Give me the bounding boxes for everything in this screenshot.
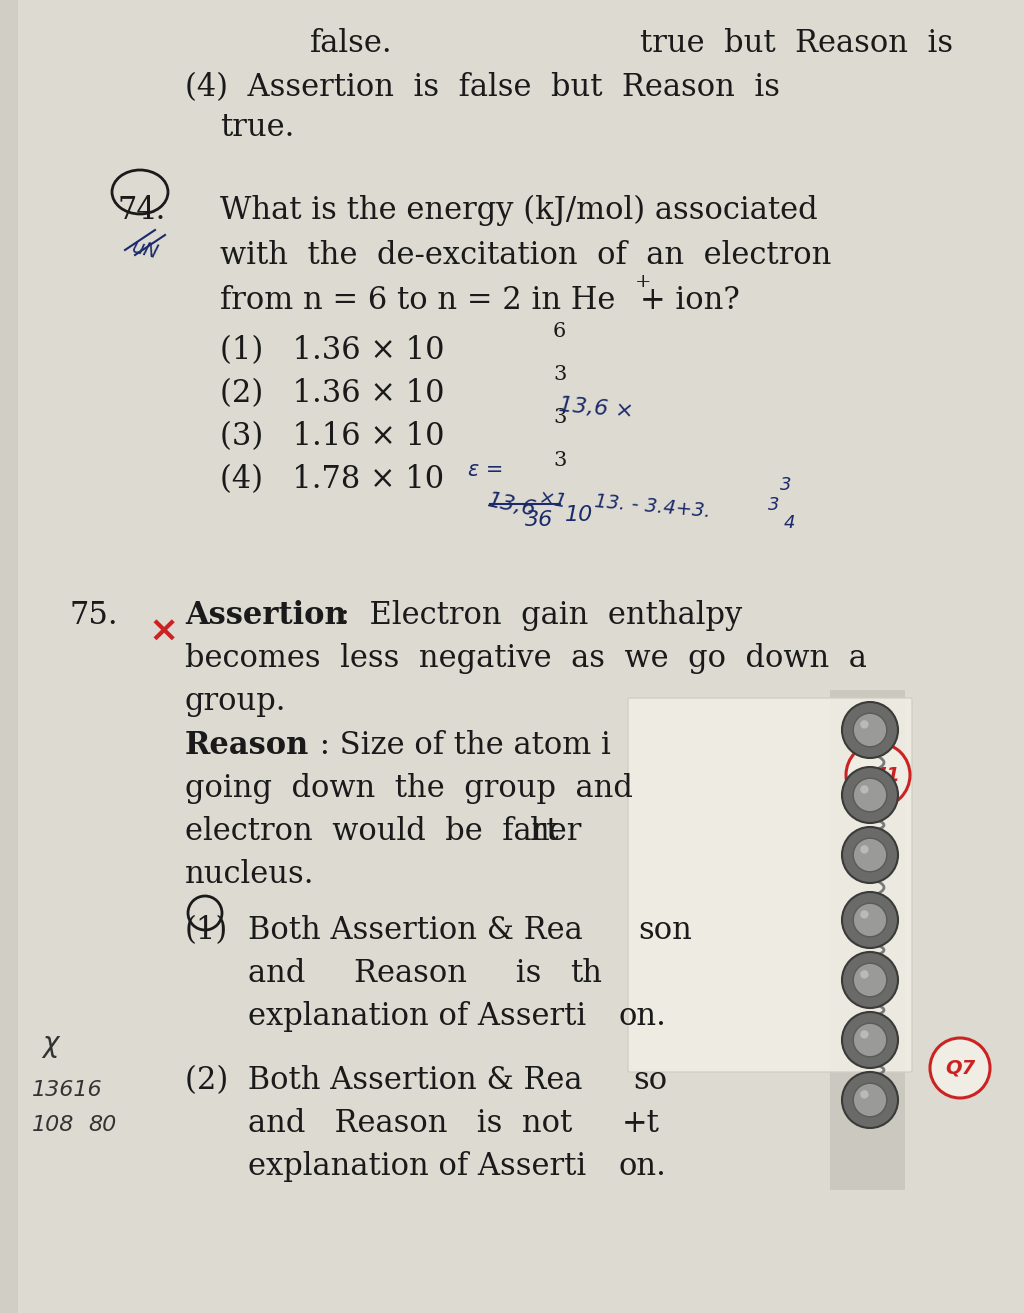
Text: 108: 108	[32, 1115, 75, 1134]
Text: th: th	[570, 958, 602, 989]
Text: 13. - 3.4+3.: 13. - 3.4+3.	[593, 492, 711, 521]
Text: Assertion: Assertion	[185, 600, 347, 632]
Text: on.: on.	[618, 1001, 666, 1032]
Circle shape	[842, 892, 898, 948]
Text: 36: 36	[525, 509, 553, 530]
Text: from n = 6 to n = 2 in He: from n = 6 to n = 2 in He	[220, 285, 615, 316]
Text: 3: 3	[553, 408, 566, 427]
Text: Q7: Q7	[945, 1058, 975, 1078]
Circle shape	[842, 827, 898, 884]
Text: 74.: 74.	[118, 196, 166, 226]
Text: true.: true.	[220, 112, 294, 143]
Text: uN: uN	[130, 238, 161, 264]
Circle shape	[842, 767, 898, 823]
Text: Q71: Q71	[848, 773, 904, 797]
Circle shape	[842, 702, 898, 758]
Text: true  but  Reason  is: true but Reason is	[640, 28, 953, 59]
Text: ε =: ε =	[468, 460, 504, 481]
Circle shape	[860, 910, 868, 919]
Circle shape	[846, 743, 910, 807]
Text: : Size of the atom i: : Size of the atom i	[310, 730, 611, 762]
Text: 75.: 75.	[70, 600, 119, 632]
Text: 13,6 ×: 13,6 ×	[558, 395, 635, 421]
Text: 3: 3	[768, 496, 779, 513]
Text: explanation of Asserti: explanation of Asserti	[248, 1152, 587, 1182]
Text: 3: 3	[780, 477, 792, 494]
Text: + ion?: + ion?	[640, 285, 739, 316]
Text: (3)   1.16 × 10: (3) 1.16 × 10	[220, 421, 444, 452]
Text: ×1: ×1	[537, 488, 568, 512]
Text: so: so	[633, 1065, 667, 1096]
Text: her: her	[530, 815, 583, 847]
Circle shape	[842, 1071, 898, 1128]
Text: (1)   1.36 × 10: (1) 1.36 × 10	[220, 335, 444, 366]
Circle shape	[853, 713, 887, 747]
Circle shape	[853, 1023, 887, 1057]
Circle shape	[853, 903, 887, 936]
Text: son: son	[638, 915, 692, 945]
Text: 13616: 13616	[32, 1081, 102, 1100]
Text: (4)  Assertion  is  false  but  Reason  is: (4) Assertion is false but Reason is	[185, 72, 780, 102]
Circle shape	[930, 1039, 990, 1098]
Circle shape	[853, 838, 887, 872]
Text: false.: false.	[310, 28, 392, 59]
Text: Reason: Reason	[185, 730, 309, 762]
Text: 13,6: 13,6	[485, 490, 539, 520]
Text: nucleus.: nucleus.	[185, 859, 314, 890]
Circle shape	[842, 952, 898, 1008]
Text: 3: 3	[553, 450, 566, 470]
FancyBboxPatch shape	[830, 691, 905, 1190]
Text: going  down  the  group  and: going down the group and	[185, 773, 633, 804]
Circle shape	[853, 1083, 887, 1117]
Text: and     Reason     is: and Reason is	[248, 958, 542, 989]
Circle shape	[860, 846, 868, 853]
Text: (1): (1)	[185, 915, 228, 945]
Text: What is the energy (kJ/mol) associated: What is the energy (kJ/mol) associated	[220, 196, 817, 226]
Text: group.: group.	[185, 685, 287, 717]
FancyBboxPatch shape	[628, 699, 912, 1071]
Text: Both Assertion & Rea: Both Assertion & Rea	[248, 915, 583, 945]
Circle shape	[853, 964, 887, 997]
Text: :  Electron  gain  enthalpy: : Electron gain enthalpy	[330, 600, 742, 632]
Circle shape	[860, 1090, 868, 1099]
Text: Q71: Q71	[856, 765, 900, 784]
Text: (2)   1.36 × 10: (2) 1.36 × 10	[220, 378, 444, 410]
Text: 6: 6	[553, 322, 566, 341]
Text: ×: ×	[148, 614, 178, 649]
Text: 3: 3	[553, 365, 566, 383]
Circle shape	[860, 1031, 868, 1039]
Text: 4: 4	[784, 513, 796, 532]
Text: (4)   1.78 × 10: (4) 1.78 × 10	[220, 463, 444, 495]
Text: with  the  de-excitation  of  an  electron: with the de-excitation of an electron	[220, 240, 831, 270]
Circle shape	[860, 721, 868, 729]
FancyBboxPatch shape	[0, 0, 18, 1313]
Circle shape	[860, 785, 868, 793]
Text: and   Reason   is  not: and Reason is not	[248, 1108, 572, 1138]
Text: electron  would  be  fart: electron would be fart	[185, 815, 558, 847]
Circle shape	[853, 779, 887, 811]
Text: +: +	[635, 273, 651, 291]
Text: 80: 80	[88, 1115, 117, 1134]
Circle shape	[860, 970, 868, 978]
Text: becomes  less  negative  as  we  go  down  a: becomes less negative as we go down a	[185, 643, 867, 674]
Text: (2)  Both Assertion & Rea: (2) Both Assertion & Rea	[185, 1065, 583, 1096]
Text: 10: 10	[565, 506, 593, 525]
Text: χ: χ	[42, 1029, 58, 1058]
Text: +t: +t	[622, 1108, 659, 1138]
Text: on.: on.	[618, 1152, 666, 1182]
Circle shape	[842, 1012, 898, 1067]
Text: explanation of Asserti: explanation of Asserti	[248, 1001, 587, 1032]
